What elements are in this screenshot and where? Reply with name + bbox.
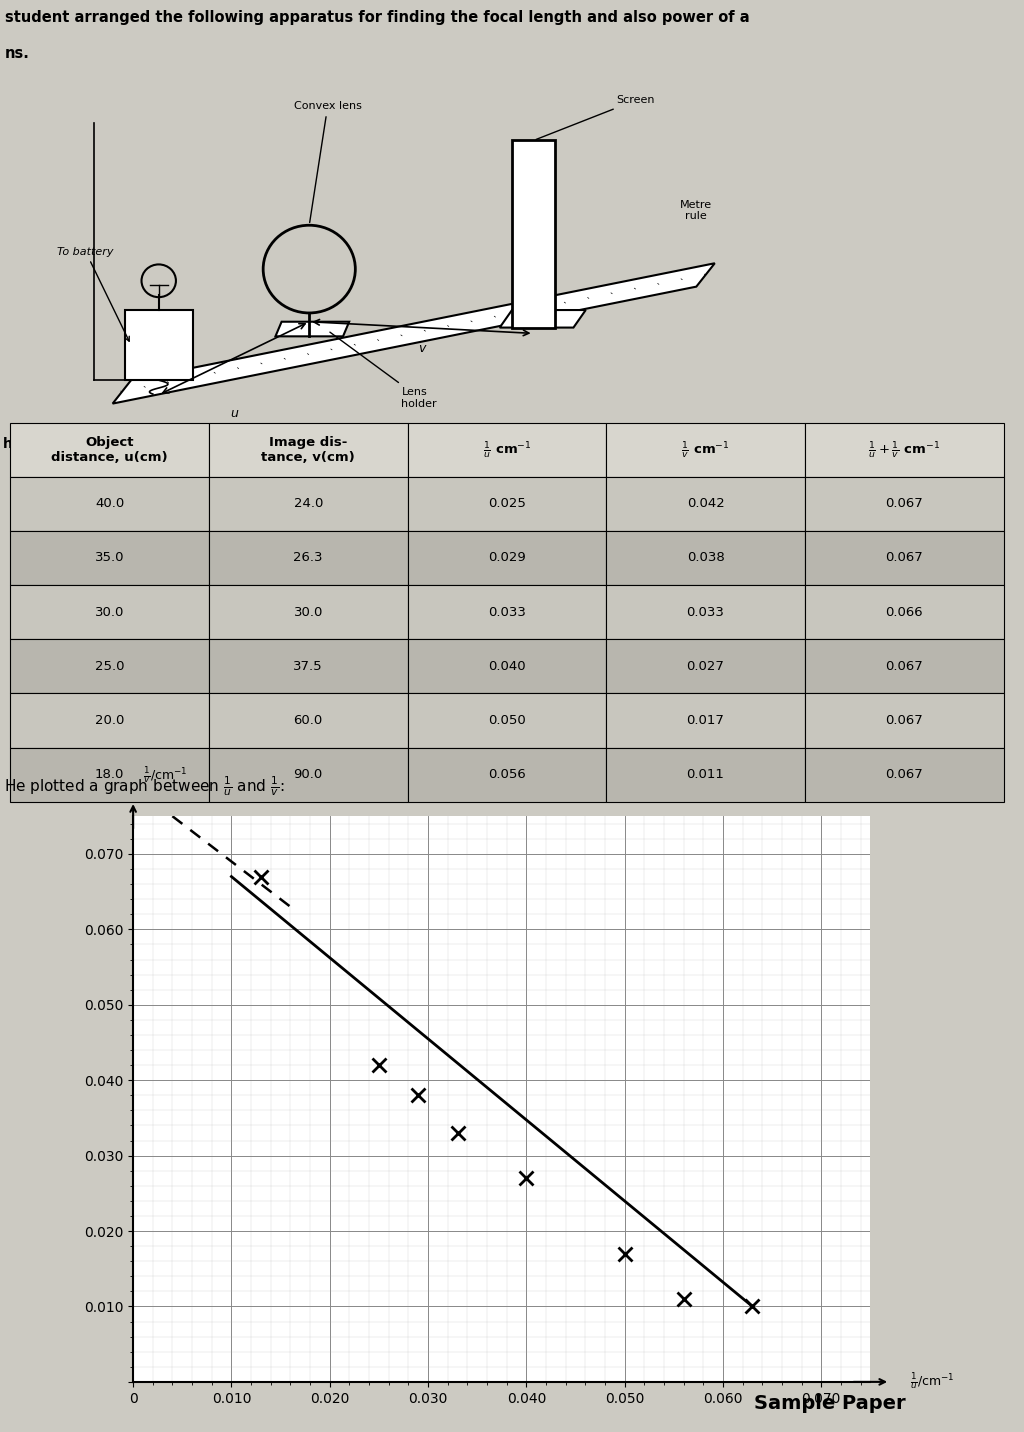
Text: Lens
holder: Lens holder [330,332,437,408]
Polygon shape [125,311,193,381]
Text: v: v [418,342,425,355]
Text: He plotted a graph between $\frac{1}{u}$ and $\frac{1}{v}$:: He plotted a graph between $\frac{1}{u}$… [4,775,285,798]
Text: $\frac{1}{u}$/cm$^{-1}$: $\frac{1}{u}$/cm$^{-1}$ [909,1372,954,1392]
Text: he readings are tabulated below:: he readings are tabulated below: [3,437,264,451]
Text: Screen: Screen [537,96,655,139]
Polygon shape [275,322,349,337]
Text: To battery: To battery [57,246,129,341]
Polygon shape [113,263,715,404]
Text: u: u [230,407,238,420]
Text: Convex lens: Convex lens [294,102,361,222]
Text: $\frac{1}{v}$/cm$^{-1}$: $\frac{1}{v}$/cm$^{-1}$ [143,766,187,786]
Polygon shape [500,311,586,328]
Text: ns.: ns. [5,46,30,62]
Polygon shape [512,140,555,328]
Text: student arranged the following apparatus for finding the focal length and also p: student arranged the following apparatus… [5,10,750,24]
Text: Sample Paper: Sample Paper [754,1393,905,1413]
Text: Metre
rule: Metre rule [680,200,713,222]
